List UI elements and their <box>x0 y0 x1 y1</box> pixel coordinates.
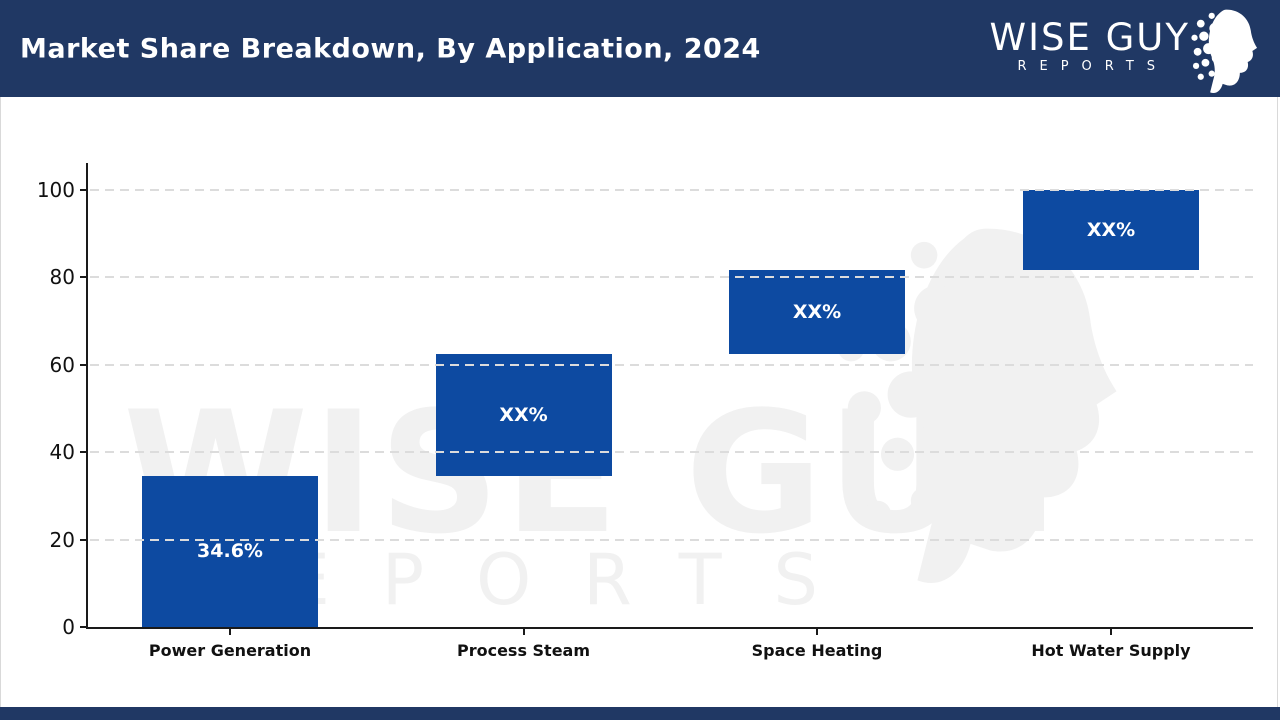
y-tick-mark <box>80 451 88 453</box>
bar-value-label: XX% <box>792 301 842 323</box>
logo-text: WISE GUY REPORTS <box>989 16 1190 75</box>
bar-segment <box>435 354 612 476</box>
x-tick-label: Hot Water Supply <box>1031 641 1191 660</box>
y-tick-label: 0 <box>62 615 75 639</box>
y-tick-label: 80 <box>49 265 75 289</box>
logo-face-icon <box>1191 9 1258 94</box>
gridline <box>90 363 1253 366</box>
y-tick-label: 60 <box>49 352 75 377</box>
x-tick-mark <box>522 628 525 635</box>
x-tick-mark <box>1110 628 1112 635</box>
gridline <box>90 451 1253 453</box>
y-tick-mark <box>80 188 88 191</box>
x-tick-label: Space Heating <box>751 641 883 660</box>
bar-segment <box>142 475 318 627</box>
gridline <box>90 188 1253 191</box>
bar-value-label: XX% <box>499 404 548 427</box>
footer-band <box>0 707 1280 720</box>
y-tick-label: 20 <box>49 527 75 552</box>
y-axis-line <box>86 163 88 629</box>
bar-segment <box>729 269 905 355</box>
gridline <box>90 538 1253 541</box>
page-title: Market Share Breakdown, By Application, … <box>20 33 761 64</box>
y-tick-label: 100 <box>36 177 75 202</box>
x-tick-label: Power Generation <box>148 641 312 660</box>
y-tick-mark <box>80 276 88 278</box>
y-tick-label: 40 <box>49 440 75 464</box>
x-axis-line <box>86 627 1253 629</box>
x-tick-label: Process Steam <box>456 641 591 660</box>
x-tick-mark <box>229 628 231 635</box>
y-tick-mark <box>80 626 88 628</box>
bar-value-label: 34.6% <box>197 540 263 563</box>
gridline <box>90 276 1253 278</box>
logo-subtitle: REPORTS <box>1017 59 1169 74</box>
y-tick-mark <box>80 538 88 541</box>
x-tick-mark <box>816 628 818 635</box>
y-tick-mark <box>80 363 88 366</box>
logo-wordmark: WISE GUY <box>989 16 1190 59</box>
bar-value-label: XX% <box>1086 218 1136 241</box>
header-band: Market Share Breakdown, By Application, … <box>0 0 1280 97</box>
wise-guy-reports-logo: WISE GUY REPORTS <box>990 6 1262 94</box>
bar-segment <box>1023 189 1199 270</box>
